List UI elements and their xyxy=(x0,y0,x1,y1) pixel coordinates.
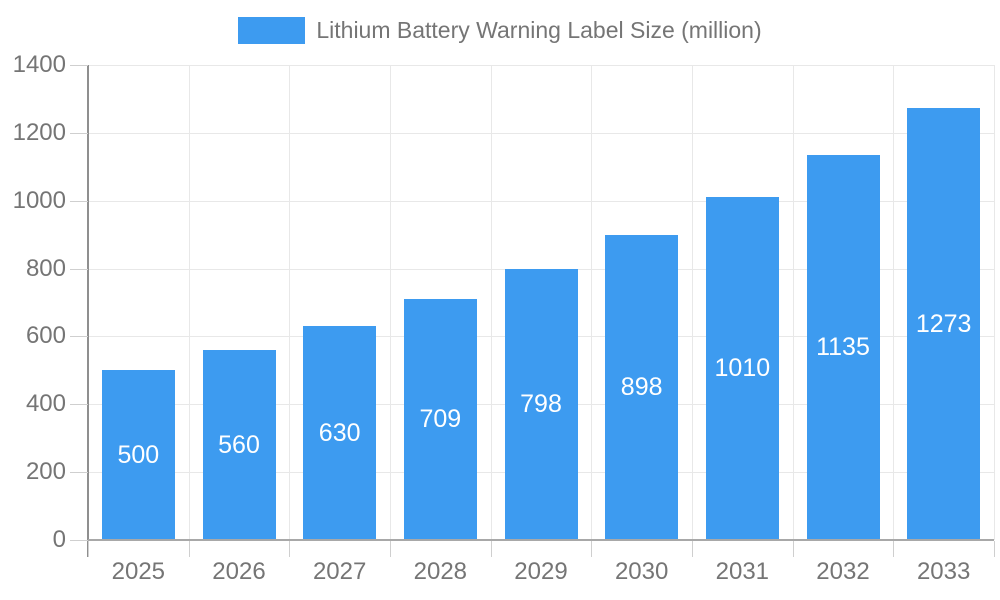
x-axis-label-2028: 2028 xyxy=(413,558,468,585)
x-axis-label-2032: 2032 xyxy=(816,558,870,585)
x-axis-line xyxy=(88,539,994,541)
bar-2031[interactable]: 1010 xyxy=(705,197,779,540)
bar-2029[interactable]: 798 xyxy=(504,269,578,540)
x-axis-label-2027: 2027 xyxy=(312,558,367,585)
bar-2032[interactable]: 1135 xyxy=(806,154,880,540)
bar-2027[interactable]: 630 xyxy=(303,326,377,540)
x-axis-label-2033: 2033 xyxy=(916,558,971,585)
bar-2033[interactable]: 1273 xyxy=(907,108,981,540)
legend: Lithium Battery Warning Label Size (mill… xyxy=(0,17,1000,44)
x-axis-tick xyxy=(88,541,89,557)
v-gridline xyxy=(491,65,492,540)
v-gridline xyxy=(893,65,894,540)
bar-value-label: 630 xyxy=(318,418,361,447)
bar-2026[interactable]: 560 xyxy=(202,350,276,540)
bar-value-label: 1273 xyxy=(915,309,972,338)
x-axis-label-2026: 2026 xyxy=(212,558,266,585)
x-axis-tick xyxy=(189,541,190,557)
bar-value-label: 560 xyxy=(218,430,260,459)
x-axis-tick xyxy=(491,541,492,557)
bar-value-label: 709 xyxy=(419,405,462,434)
y-axis-tick xyxy=(70,132,88,134)
x-axis-tick xyxy=(893,541,894,557)
y-axis-tick xyxy=(70,472,88,474)
y-axis-label-1000: 1000 xyxy=(12,186,66,214)
plot-area: 500 560 630 709 798 898 1010 1135 1273 xyxy=(88,65,995,540)
x-axis-label-2031: 2031 xyxy=(715,558,770,585)
legend-swatch xyxy=(238,17,306,44)
bar-value-label: 898 xyxy=(620,373,663,402)
v-gridline xyxy=(591,65,592,540)
y-axis-label-200: 200 xyxy=(25,458,66,486)
y-axis-label-600: 600 xyxy=(25,322,66,350)
h-gridline xyxy=(88,132,994,134)
v-gridline xyxy=(289,65,290,540)
y-axis-label-800: 800 xyxy=(25,254,66,282)
h-gridline xyxy=(88,268,994,270)
x-axis-label-2025: 2025 xyxy=(111,558,166,585)
y-axis-tick xyxy=(70,268,88,270)
x-axis-tick xyxy=(692,541,693,557)
v-gridline xyxy=(390,65,391,540)
h-gridline xyxy=(88,65,994,66)
x-axis-tick xyxy=(994,541,995,557)
y-axis-tick xyxy=(70,200,88,202)
v-gridline xyxy=(692,65,693,540)
y-axis-tick xyxy=(70,65,88,66)
x-axis-tick xyxy=(390,541,391,557)
y-axis-label-0: 0 xyxy=(52,526,66,553)
x-axis-label-2030: 2030 xyxy=(614,558,669,585)
y-axis-tick xyxy=(70,404,88,406)
x-axis-tick xyxy=(289,541,290,557)
bar-value-label: 1135 xyxy=(816,332,870,361)
y-axis-label-400: 400 xyxy=(25,390,66,418)
x-axis-tick xyxy=(591,541,592,557)
v-gridline xyxy=(994,65,995,540)
y-axis-tick xyxy=(70,336,88,338)
v-gridline xyxy=(189,65,190,540)
bar-2025[interactable]: 500 xyxy=(101,370,175,540)
x-axis-tick xyxy=(793,541,794,557)
v-gridline xyxy=(793,65,794,540)
bar-2028[interactable]: 709 xyxy=(403,299,477,540)
bar-value-label: 1010 xyxy=(714,354,771,383)
legend-label: Lithium Battery Warning Label Size (mill… xyxy=(316,17,762,43)
y-axis-tick xyxy=(70,540,88,541)
x-axis-label-2029: 2029 xyxy=(514,558,568,585)
h-gridline xyxy=(88,200,994,202)
bar-2030[interactable]: 898 xyxy=(605,235,679,540)
y-axis-label-1200: 1200 xyxy=(12,118,66,146)
bar-value-label: 500 xyxy=(117,440,160,469)
y-axis-label-1400: 1400 xyxy=(12,51,66,78)
bar-value-label: 798 xyxy=(520,390,562,419)
y-axis-line xyxy=(87,65,89,557)
